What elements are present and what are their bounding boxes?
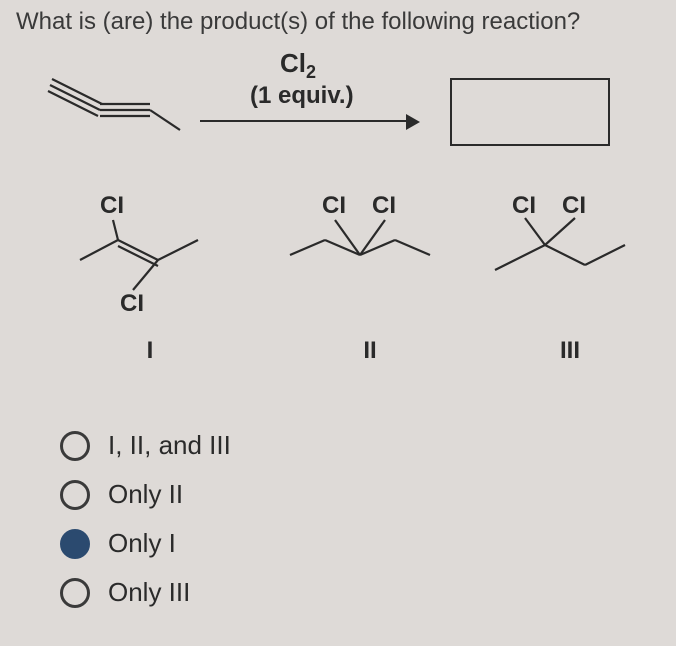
cl-label: CI [562,192,586,220]
answer-options: I, II, and III Only II Only I Only III [60,430,231,626]
structure-3-label: III [480,337,660,365]
option-only-iii[interactable]: Only III [60,577,231,608]
reagent-base: Cl [280,48,306,78]
cl-label: CI [100,192,124,220]
starting-material-structure [40,75,190,150]
reaction-arrow-head [406,114,420,130]
radio-icon [60,431,90,461]
product-placeholder-box[interactable] [450,78,610,146]
reagent-equiv: (1 equiv.) [250,82,354,110]
option-label: I, II, and III [108,430,231,461]
cl-label: CI [372,192,396,220]
option-label: Only I [108,528,176,559]
option-label: Only II [108,479,183,510]
structure-2-label: II [280,337,460,365]
structure-1-label: I [60,337,240,365]
reagent-formula: Cl2 [280,48,316,83]
question-text: What is (are) the product(s) of the foll… [16,8,580,36]
radio-icon [60,529,90,559]
option-only-i[interactable]: Only I [60,528,231,559]
reaction-arrow-line [200,120,410,122]
option-only-ii[interactable]: Only II [60,479,231,510]
structure-3: CI CI III [480,200,660,325]
structure-1: CI CI I [60,200,240,325]
radio-icon [60,578,90,608]
radio-icon [60,480,90,510]
cl-label: CI [322,192,346,220]
cl-label: CI [120,290,144,318]
cl-label: CI [512,192,536,220]
structure-2: CI CI II [280,200,460,325]
option-label: Only III [108,577,190,608]
candidate-structures: CI CI I CI CI [0,200,676,380]
reagent-sub: 2 [306,62,316,82]
option-all[interactable]: I, II, and III [60,430,231,461]
